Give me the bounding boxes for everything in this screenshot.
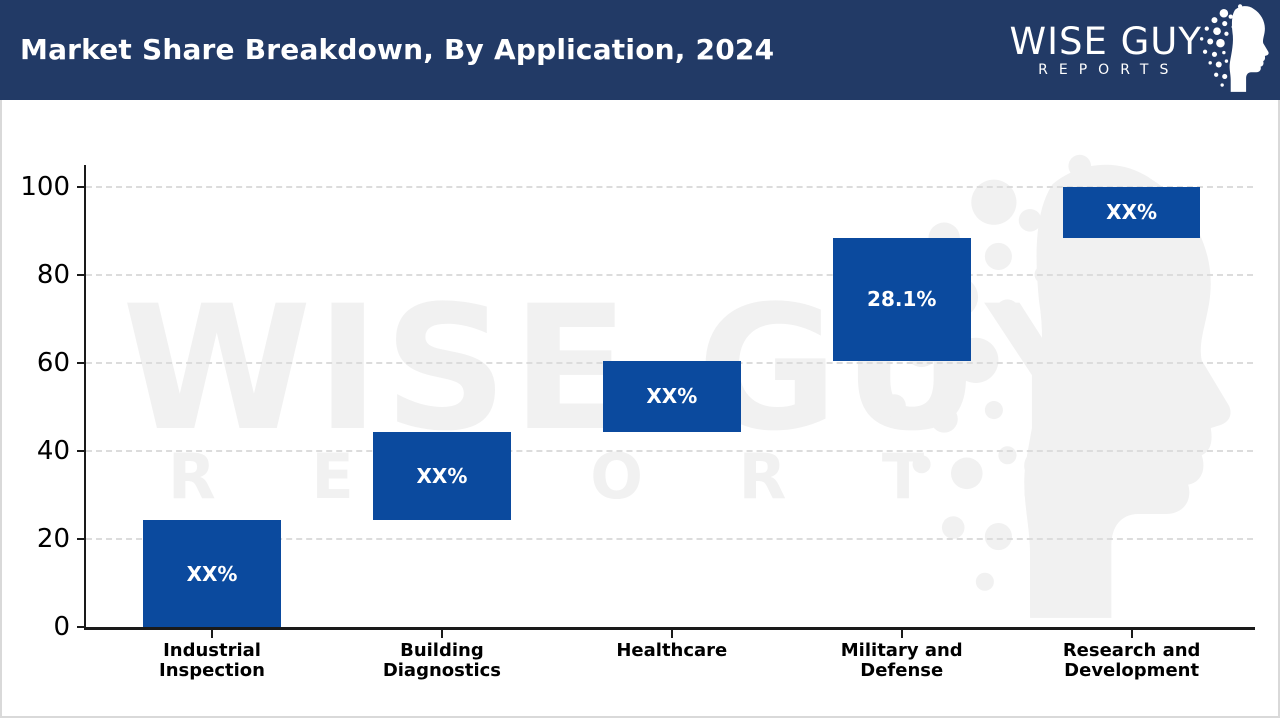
y-tick-label-80: 80 (36, 260, 70, 290)
y-tick-mark-20 (77, 538, 85, 540)
x-tick-mark-3 (900, 630, 903, 638)
brand-logo: WISE GUY REPORTS (1010, 0, 1272, 100)
bar-value-label-1: XX% (416, 463, 468, 488)
page-title: Market Share Breakdown, By Application, … (20, 33, 775, 66)
y-tick-mark-100 (77, 186, 85, 188)
bar-value-label-2: XX% (646, 384, 698, 409)
x-tick-mark-0 (211, 630, 214, 638)
bar-2 (602, 361, 741, 432)
x-category-line: Diagnostics (382, 660, 502, 681)
x-category-line: Development (1064, 660, 1200, 681)
x-category-label-3: Military and Defense (792, 641, 1012, 681)
y-tick-mark-0 (77, 626, 85, 628)
gridline-80 (86, 274, 1253, 276)
y-tick-label-0: 0 (53, 612, 70, 642)
x-axis-spine (84, 627, 1255, 630)
x-category-line: Industrial (163, 640, 261, 661)
gridline-20 (86, 538, 1253, 540)
x-category-line: Military and (840, 640, 963, 661)
y-tick-mark-40 (77, 450, 85, 452)
x-category-line: Defense (860, 660, 944, 681)
bar-value-label-4: XX% (1106, 200, 1158, 225)
x-category-line: Building (400, 640, 484, 661)
x-category-label-0: Industrial Inspection (102, 641, 322, 681)
y-tick-label-40: 40 (36, 436, 70, 466)
brand-subtitle: REPORTS (1038, 61, 1180, 78)
bar-4 (1062, 187, 1201, 238)
y-tick-label-20: 20 (36, 524, 70, 554)
y-tick-label-100: 100 (20, 172, 70, 202)
bar-3 (832, 237, 971, 362)
bar-0 (143, 520, 281, 627)
y-tick-mark-80 (77, 274, 85, 276)
brand-name: WISE GUY (1009, 19, 1202, 63)
y-tick-label-60: 60 (36, 348, 70, 378)
x-tick-mark-2 (670, 630, 673, 638)
gridline-40 (86, 450, 1253, 452)
x-category-label-4: Research and Development (1022, 641, 1242, 681)
bar-value-label-3: 28.1% (867, 287, 937, 312)
x-tick-mark-4 (1130, 630, 1133, 638)
x-category-line: Research and (1062, 640, 1201, 661)
x-tick-mark-1 (440, 630, 443, 638)
x-category-label-2: Healthcare (562, 641, 782, 661)
x-category-line: Healthcare (616, 640, 728, 661)
bar-value-label-0: XX% (186, 561, 238, 586)
bar-1 (373, 431, 511, 521)
gridline-100 (86, 186, 1253, 188)
y-tick-mark-60 (77, 362, 85, 364)
y-axis-spine (84, 165, 86, 630)
brand-logo-text: WISE GUY REPORTS (1009, 19, 1202, 78)
x-category-line: Inspection (159, 660, 265, 681)
x-category-label-1: Building Diagnostics (332, 641, 552, 681)
watermark-text-secondary: R E P O R T S (168, 440, 1102, 513)
header-bar: Market Share Breakdown, By Application, … (0, 0, 1280, 100)
